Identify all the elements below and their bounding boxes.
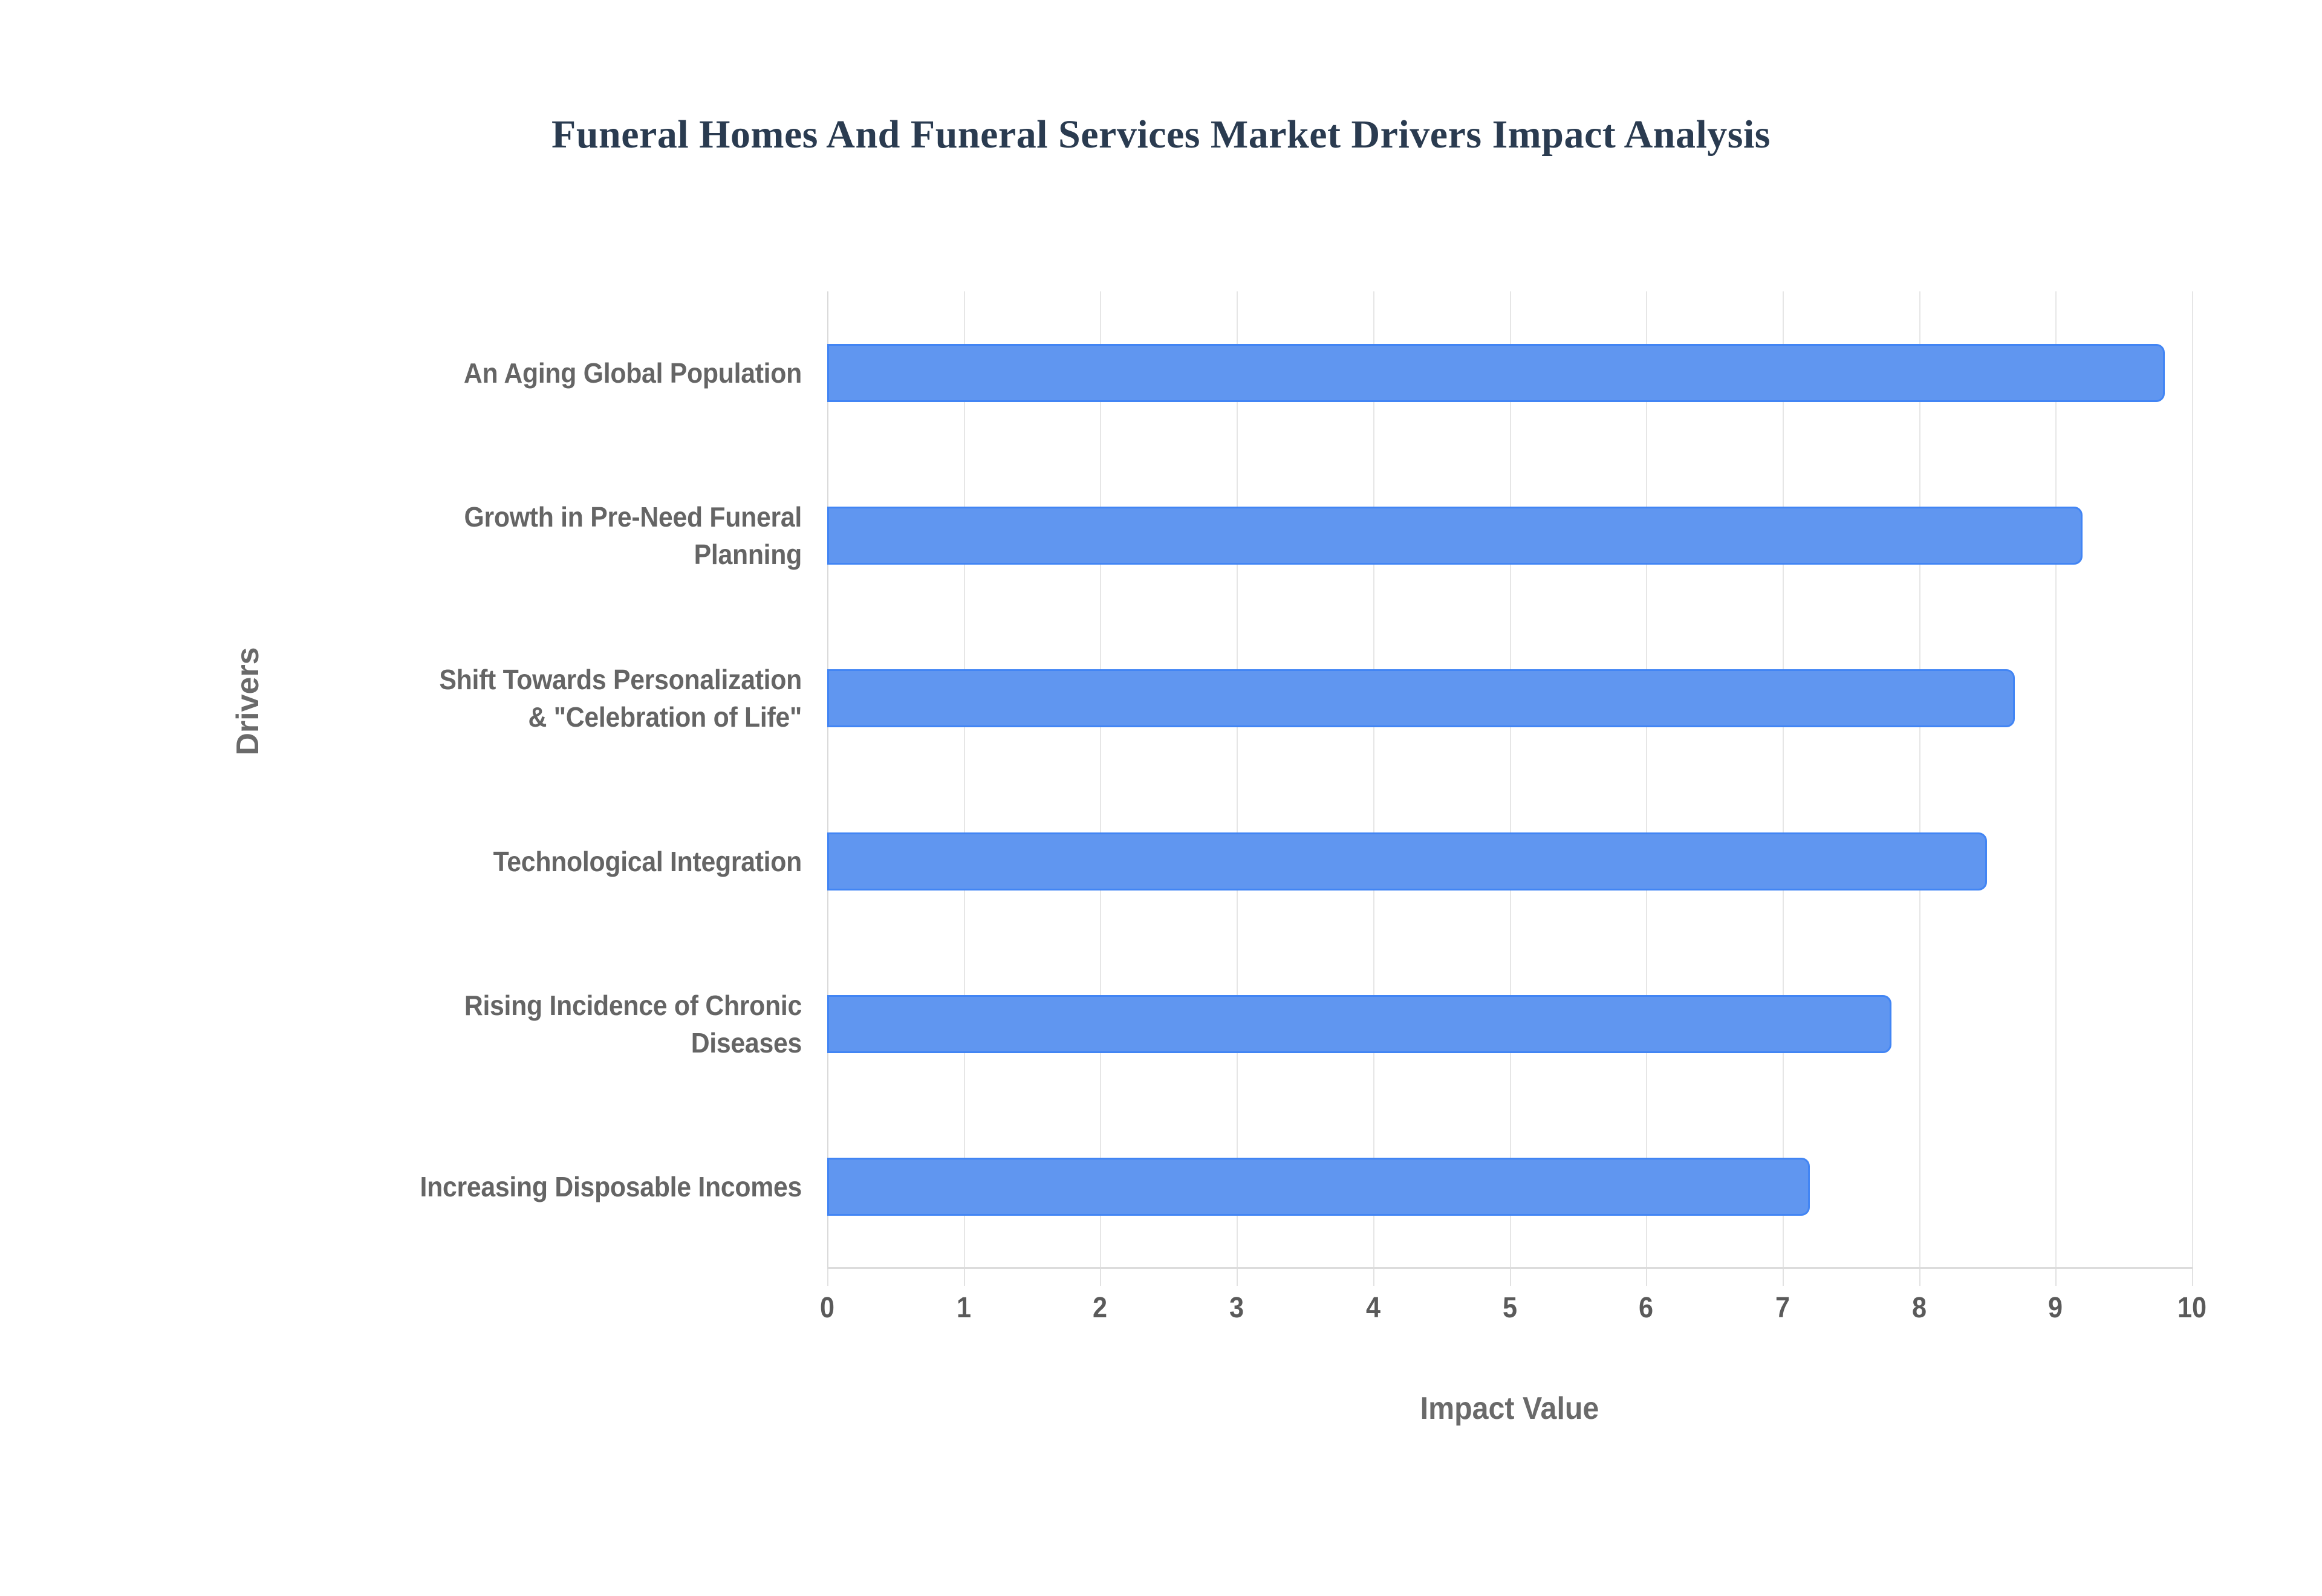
x-axis-tick-label: 3 [1229,1292,1244,1324]
y-axis-label-line: Planning [694,539,802,570]
x-axis-tick-label: 7 [1775,1292,1790,1324]
chart-title: Funeral Homes And Funeral Services Marke… [551,112,1771,157]
y-axis-category-label: Increasing Disposable Incomes [239,1168,802,1205]
x-axis-tick [963,1269,965,1286]
plot-area [827,291,2193,1268]
x-axis-tick-label: 4 [1365,1292,1381,1324]
y-axis-label-line: Diseases [691,1027,802,1059]
y-axis-label-line: Growth in Pre-Need Funeral [464,501,802,533]
x-axis-tick [1782,1269,1784,1286]
gridline [1509,291,1511,1268]
y-axis-label-line: Rising Incidence of Chronic [464,990,802,1021]
x-axis-title: Impact Value [1420,1391,1599,1426]
x-axis-tick-label: 8 [1911,1292,1927,1324]
gridline [827,291,828,1268]
bar-row [827,343,2192,402]
y-axis-category-label: Technological Integration [239,843,802,880]
bar-row [827,1158,2192,1216]
x-axis-line [827,1267,2193,1269]
y-axis-category-label: Growth in Pre-Need Funeral Planning [239,498,802,573]
gridline [1782,291,1784,1268]
bar-row [827,507,2192,565]
bar[interactable] [827,343,2165,402]
y-axis-category-label: Rising Incidence of Chronic Diseases [239,987,802,1062]
y-axis-label-line: Technological Integration [493,845,802,877]
x-axis-tick [1373,1269,1374,1286]
x-axis-tick-label: 10 [2177,1292,2207,1324]
x-axis-tick [2192,1269,2193,1286]
x-axis-tick-label: 9 [2048,1292,2063,1324]
gridline [1919,291,1920,1268]
x-axis-tick-label: 1 [956,1292,971,1324]
bar[interactable] [827,507,2083,565]
bar[interactable] [827,1158,1810,1216]
gridline [2055,291,2057,1268]
x-axis-tick-label: 5 [1502,1292,1517,1324]
x-axis-tick [1919,1269,1920,1286]
bar-row [827,669,2192,728]
bar[interactable] [827,669,2015,728]
gridline [1100,291,1102,1268]
x-axis-tick-label: 0 [819,1292,835,1324]
y-axis-category-label: Shift Towards Personalization & "Celebrat… [239,661,802,736]
bar[interactable] [827,832,1988,890]
y-axis-category-label: An Aging Global Population [239,354,802,392]
bar[interactable] [827,995,1892,1053]
x-axis-tick-label: 2 [1093,1292,1108,1324]
x-axis-tick [827,1269,828,1286]
x-axis-tick [1646,1269,1648,1286]
x-axis-tick [1100,1269,1102,1286]
gridline [1646,291,1648,1268]
bar-row [827,832,2192,890]
x-axis-tick [1237,1269,1238,1286]
y-axis-label-line: & "Celebration of Life" [528,701,802,733]
gridline [963,291,965,1268]
gridline [1373,291,1374,1268]
gridline [1237,291,1238,1268]
x-axis-tick [2055,1269,2057,1286]
y-axis-label-line: Shift Towards Personalization [439,664,802,696]
y-axis-label-line: Increasing Disposable Incomes [420,1171,802,1203]
gridline [2192,291,2193,1268]
y-axis-label-line: An Aging Global Population [463,357,802,389]
x-axis-tick [1509,1269,1511,1286]
x-axis-tick-label: 6 [1639,1292,1654,1324]
bar-row [827,995,2192,1053]
